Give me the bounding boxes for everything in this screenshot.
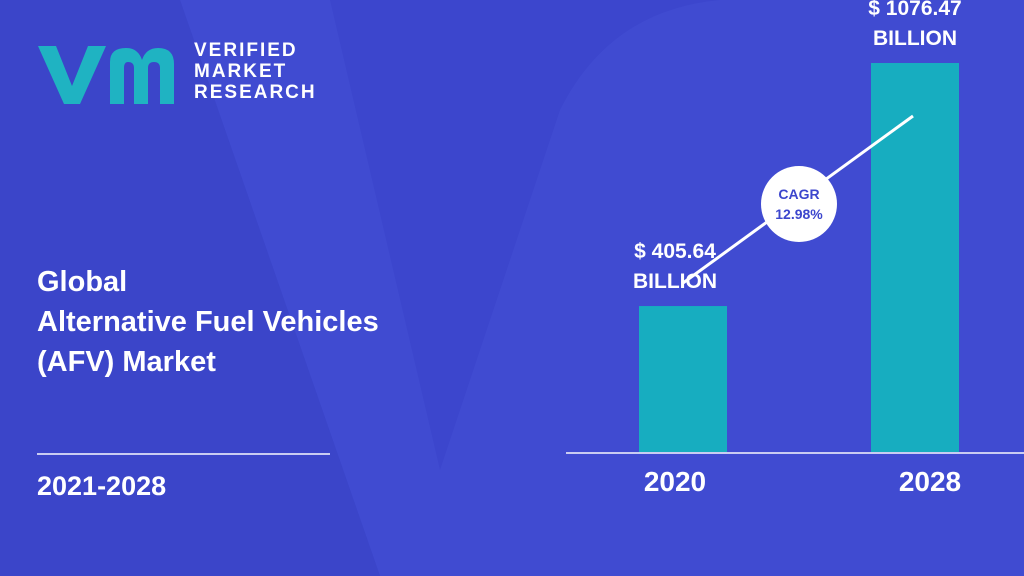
cagr-value: 12.98%	[775, 206, 823, 222]
bar-2020	[639, 306, 727, 453]
vmr-logo-text: VERIFIED MARKET RESEARCH	[194, 40, 317, 103]
forecast-period: 2021-2028	[37, 471, 167, 501]
value-label-2028-0: $ 1076.47	[868, 0, 961, 20]
title-line-2: Alternative Fuel Vehicles	[37, 306, 379, 338]
category-label-2028: 2028	[899, 466, 961, 497]
value-label-2020-0: $ 405.64	[634, 240, 716, 263]
title-divider	[37, 453, 330, 455]
cagr-badge	[761, 166, 837, 242]
cagr-label: CAGR	[778, 186, 819, 202]
vmr-logo: VERIFIED MARKET RESEARCH	[34, 38, 334, 108]
value-label-2020-1: BILLION	[633, 270, 717, 293]
category-label-2020: 2020	[644, 466, 706, 497]
vmr-logo-mark	[38, 46, 174, 104]
title-line-3: (AFV) Market	[37, 346, 216, 378]
logo-line-verified: VERIFIED	[194, 40, 298, 61]
logo-line-research: RESEARCH	[194, 82, 317, 103]
bar-2028	[871, 63, 959, 454]
logo-line-market: MARKET	[194, 61, 288, 82]
title-line-1: Global	[37, 266, 128, 298]
value-label-2028-1: BILLION	[873, 27, 957, 50]
market-title: Global Alternative Fuel Vehicles (AFV) M…	[37, 262, 379, 382]
